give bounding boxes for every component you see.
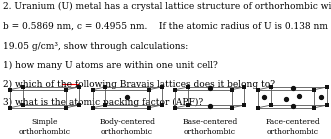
- Text: 2) which of the following Bravais lattices does it belong to?: 2) which of the following Bravais lattic…: [3, 80, 275, 89]
- Text: Simple
orthorhombic: Simple orthorhombic: [18, 118, 71, 136]
- Text: Face-centered
orthorhombic: Face-centered orthorhombic: [265, 118, 320, 136]
- Text: 1) how many U atoms are within one unit cell?: 1) how many U atoms are within one unit …: [3, 60, 218, 70]
- Text: Base-centered
orthorhombic: Base-centered orthorhombic: [182, 118, 237, 136]
- Text: 19.05 g/cm³, show through calculations:: 19.05 g/cm³, show through calculations:: [3, 42, 189, 51]
- Text: 3) what is the atomic packing factor (APF)?: 3) what is the atomic packing factor (AP…: [3, 98, 204, 107]
- Text: Body-centered
orthorhombic: Body-centered orthorhombic: [99, 118, 155, 136]
- Text: 2. Uranium (U) metal has a crystal lattice structure of orthorhombic with lattic: 2. Uranium (U) metal has a crystal latti…: [3, 2, 331, 11]
- Text: b = 0.5869 nm, c = 0.4955 nm.    If the atomic radius of U is 0.138 nm and densi: b = 0.5869 nm, c = 0.4955 nm. If the ato…: [3, 22, 331, 31]
